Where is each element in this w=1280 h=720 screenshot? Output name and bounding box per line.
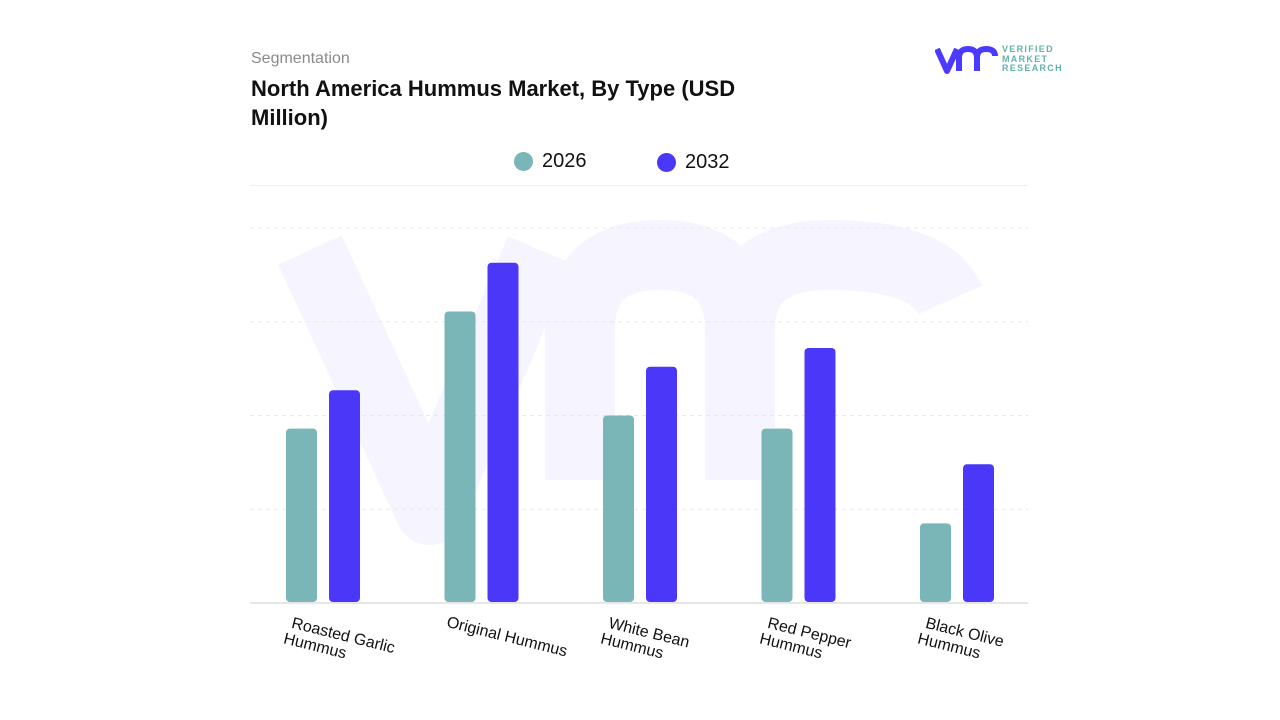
bar-2026-white-bean-hummus[interactable] bbox=[603, 415, 634, 603]
bar-2032-roasted-garlic-hummus[interactable] bbox=[329, 390, 360, 602]
logo-text: VERIFIED MARKET RESEARCH bbox=[1002, 44, 1063, 73]
legend-label: 2026 bbox=[542, 150, 587, 172]
bar-2026-roasted-garlic-hummus[interactable] bbox=[286, 428, 317, 602]
bar-2026-original-hummus[interactable] bbox=[444, 311, 476, 602]
legend-item-2026[interactable]: 2026 bbox=[514, 150, 587, 173]
bar-2026-red-pepper-hummus[interactable] bbox=[761, 428, 793, 602]
bar-2032-original-hummus[interactable] bbox=[487, 262, 519, 602]
legend-divider bbox=[250, 185, 1028, 186]
vmr-logo-mark bbox=[935, 45, 998, 74]
legend-dot-2032-icon bbox=[657, 153, 676, 172]
bar-2032-red-pepper-hummus[interactable] bbox=[804, 348, 836, 602]
bar-2032-white-bean-hummus[interactable] bbox=[646, 366, 677, 602]
legend-item-2032[interactable]: 2032 bbox=[657, 151, 730, 174]
vmr-logo: VERIFIED MARKET RESEARCH bbox=[935, 44, 1065, 76]
legend-label: 2032 bbox=[685, 151, 730, 173]
segment-label: Segmentation bbox=[251, 50, 350, 67]
bar-2026-black-olive-hummus[interactable] bbox=[920, 523, 951, 602]
chart-title: North America Hummus Market, By Type (US… bbox=[251, 76, 736, 130]
bar-2032-black-olive-hummus[interactable] bbox=[963, 464, 994, 602]
legend: 2026 2032 bbox=[0, 150, 1280, 176]
legend-dot-2026-icon bbox=[514, 152, 533, 171]
